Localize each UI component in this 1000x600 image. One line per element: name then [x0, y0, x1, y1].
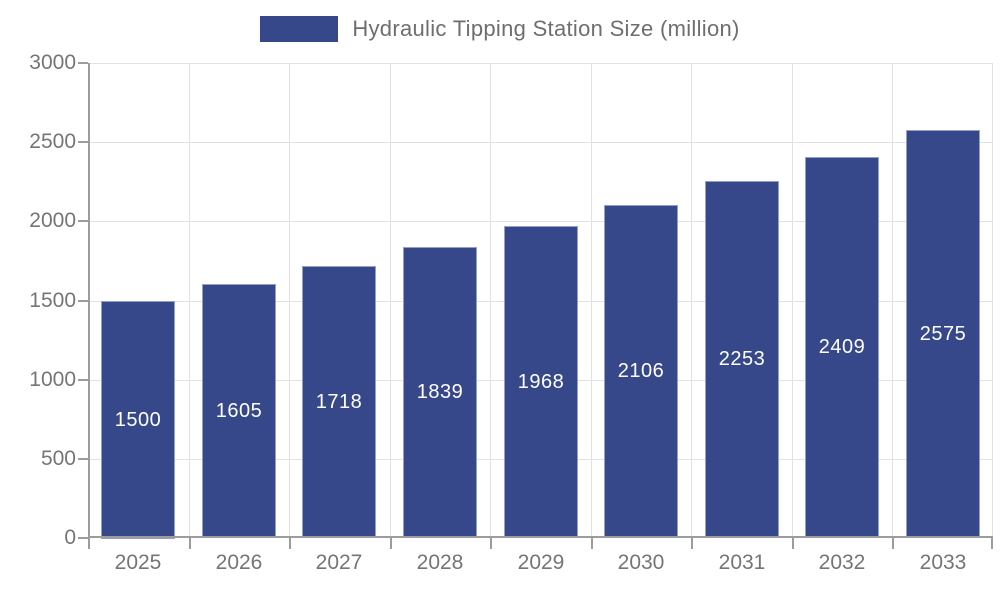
bar-2028[interactable]: 1839 — [403, 247, 477, 538]
bar-2032[interactable]: 2409 — [805, 157, 879, 538]
x-axis-tick — [88, 538, 90, 549]
x-axis-tick-label: 2028 — [416, 551, 464, 574]
y-axis-tick — [78, 537, 88, 539]
gridline-vertical — [591, 63, 592, 538]
bar-2031[interactable]: 2253 — [705, 181, 779, 538]
bar-2025[interactable]: 1500 — [101, 301, 175, 539]
gridline-vertical — [189, 63, 190, 538]
y-axis-tick — [78, 62, 88, 64]
x-axis-tick — [691, 538, 693, 549]
gridline-vertical — [892, 63, 893, 538]
bar-value-label: 2106 — [617, 360, 665, 382]
bar-2027[interactable]: 1718 — [302, 266, 376, 538]
bar-2029[interactable]: 1968 — [504, 226, 578, 538]
legend-label: Hydraulic Tipping Station Size (million) — [352, 16, 740, 41]
x-axis-tick — [189, 538, 191, 549]
x-axis-tick-label: 2027 — [315, 551, 363, 574]
x-axis-tick-label: 2029 — [517, 551, 565, 574]
x-axis-tick — [289, 538, 291, 549]
x-axis-tick-label: 2033 — [919, 551, 967, 574]
y-axis-tick — [78, 458, 88, 460]
gridline-vertical — [691, 63, 692, 538]
x-axis-tick — [490, 538, 492, 549]
bar-value-label: 1968 — [517, 370, 565, 393]
bar-value-label: 1500 — [114, 408, 162, 431]
y-axis-tick-label: 2500 — [29, 130, 76, 153]
y-axis-tick-label: 0 — [64, 526, 76, 549]
y-axis-tick-label: 1500 — [29, 289, 76, 312]
bar-value-label: 1718 — [315, 390, 363, 413]
gridline-horizontal — [88, 221, 993, 222]
x-axis-tick — [792, 538, 794, 549]
y-axis-tick — [78, 141, 88, 143]
x-axis-tick-label: 2026 — [215, 551, 263, 574]
bar-value-label: 1605 — [215, 399, 263, 422]
gridline-vertical — [792, 63, 793, 538]
bar-value-label: 2409 — [818, 336, 866, 358]
y-axis-tick — [78, 379, 88, 381]
gridline-vertical — [390, 63, 391, 538]
bar-2026[interactable]: 1605 — [202, 284, 276, 538]
legend-swatch-icon — [260, 16, 339, 42]
y-axis-line — [88, 63, 90, 538]
y-axis-tick — [78, 300, 88, 302]
bar-value-label: 2253 — [718, 348, 766, 370]
bar-value-label: 2575 — [919, 322, 967, 345]
x-axis-line — [88, 536, 993, 538]
x-axis-tick — [390, 538, 392, 549]
bar-2033[interactable]: 2575 — [906, 130, 980, 538]
x-axis-tick-label: 2025 — [114, 551, 162, 574]
x-axis-tick-label: 2031 — [718, 551, 766, 574]
bar-value-label: 1839 — [416, 381, 464, 403]
x-axis-tick-label: 2030 — [617, 551, 665, 574]
y-axis-tick-label: 500 — [40, 447, 76, 470]
y-axis-tick-label: 1000 — [29, 368, 76, 391]
gridline-vertical — [289, 63, 290, 538]
x-axis-tick — [591, 538, 593, 549]
x-axis-tick-label: 2032 — [818, 551, 866, 574]
bar-2030[interactable]: 2106 — [604, 205, 678, 538]
gridline-horizontal — [88, 63, 993, 64]
gridline-vertical — [490, 63, 491, 538]
gridline-vertical — [992, 63, 993, 538]
y-axis-tick-label: 3000 — [29, 51, 76, 74]
y-axis-tick — [78, 220, 88, 222]
gridline-horizontal — [88, 142, 993, 143]
plot-area: 0 500 1000 1500 2000 2500 3000 1500 2025 1605 2026… — [29, 51, 993, 574]
x-axis-tick — [892, 538, 894, 549]
x-axis-tick — [991, 538, 993, 549]
y-axis-tick-label: 2000 — [29, 209, 76, 232]
legend[interactable]: Hydraulic Tipping Station Size (million) — [0, 16, 1000, 42]
